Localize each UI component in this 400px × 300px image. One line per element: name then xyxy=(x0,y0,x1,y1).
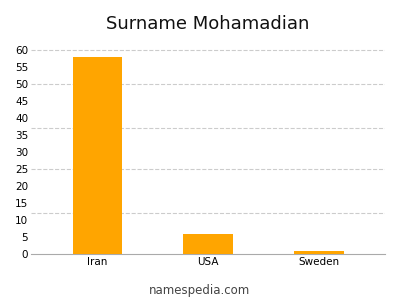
Bar xyxy=(294,251,344,254)
Bar xyxy=(72,57,122,254)
Bar xyxy=(183,234,233,254)
Text: namespedia.com: namespedia.com xyxy=(149,284,251,297)
Title: Surname Mohamadian: Surname Mohamadian xyxy=(106,15,310,33)
